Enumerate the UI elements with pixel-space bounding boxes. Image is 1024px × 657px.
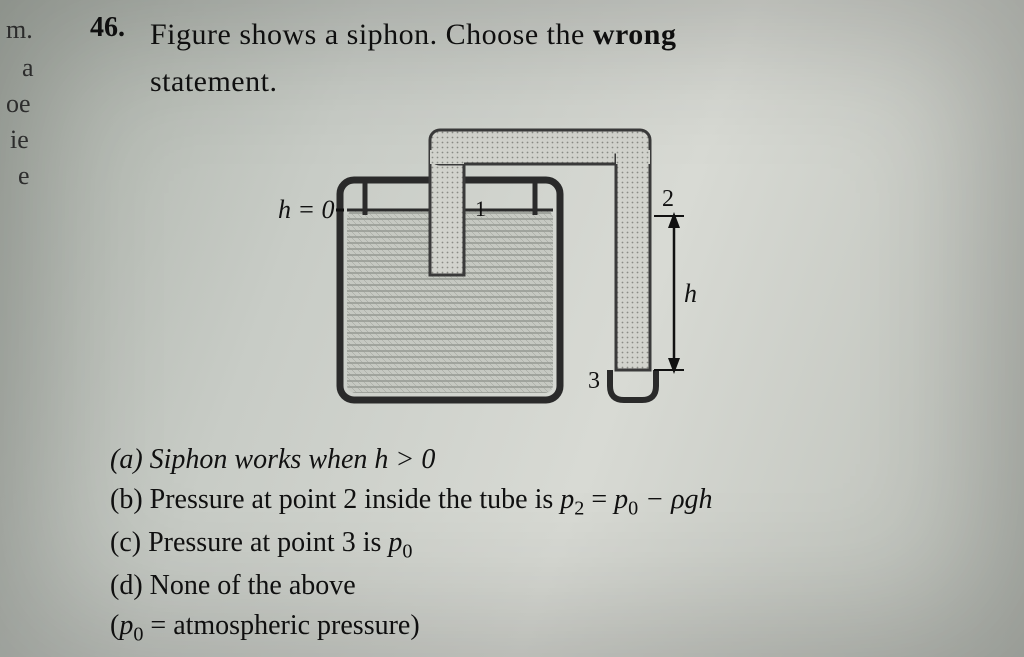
figure-label-h: h bbox=[684, 279, 697, 308]
h-arrow-up bbox=[668, 212, 680, 228]
note-pre: ( bbox=[110, 610, 119, 641]
option-b-p0-p: p bbox=[614, 484, 628, 515]
question-line2: statement. bbox=[150, 65, 277, 98]
note-0: 0 bbox=[133, 624, 143, 646]
option-b-p2-p: p bbox=[560, 484, 574, 515]
siphon-figure: 1 h = 0 2 3 h bbox=[270, 120, 750, 420]
siphon-svg: 1 h = 0 2 3 h bbox=[270, 120, 750, 420]
tube-left-leg bbox=[430, 155, 464, 275]
outlet-cup bbox=[610, 370, 656, 400]
question-text: Figure shows a siphon. Choose the wrong … bbox=[150, 12, 984, 105]
option-c-0: 0 bbox=[402, 541, 412, 563]
question-number: 46. bbox=[90, 12, 125, 44]
option-c: (c) Pressure at point 3 is p0 bbox=[110, 523, 713, 566]
option-c-p: p bbox=[388, 527, 402, 558]
figure-label-3: 3 bbox=[588, 368, 600, 394]
option-b-eq: = bbox=[584, 484, 614, 515]
option-b-p0-0: 0 bbox=[628, 497, 638, 519]
option-b-pre: (b) Pressure at point 2 inside the tube … bbox=[110, 484, 560, 515]
note-p: p bbox=[119, 610, 133, 641]
margin-e: e bbox=[18, 158, 30, 194]
margin-oe: oe bbox=[6, 86, 31, 122]
option-d: (d) None of the above bbox=[110, 566, 713, 606]
option-note: (p0 = atmospheric pressure) bbox=[110, 606, 713, 649]
option-a: (a) Siphon works when h > 0 bbox=[110, 440, 713, 480]
option-a-text: (a) Siphon works when h > 0 bbox=[110, 444, 435, 475]
margin-a: a bbox=[22, 50, 34, 86]
figure-label-h0: h = 0 bbox=[278, 195, 335, 224]
tube-right-leg bbox=[616, 155, 650, 370]
h-arrow-down bbox=[668, 358, 680, 374]
margin-ie: ie bbox=[10, 122, 29, 158]
option-c-pre: (c) Pressure at point 3 is bbox=[110, 527, 388, 558]
option-b-tail: − ρgh bbox=[638, 484, 712, 515]
margin-m: m. bbox=[6, 12, 33, 48]
options-block: (a) Siphon works when h > 0 (b) Pressure… bbox=[110, 440, 713, 649]
page: m. a oe ie e 46. Figure shows a siphon. … bbox=[0, 0, 1024, 657]
question-line1-bold: wrong bbox=[593, 18, 677, 51]
option-b: (b) Pressure at point 2 inside the tube … bbox=[110, 480, 713, 523]
question-line1-pre: Figure shows a siphon. Choose the bbox=[150, 18, 593, 51]
figure-label-1: 1 bbox=[475, 196, 486, 221]
option-d-text: (d) None of the above bbox=[110, 570, 356, 601]
option-b-p2-2: 2 bbox=[574, 497, 584, 519]
note-tail: = atmospheric pressure) bbox=[143, 610, 419, 641]
figure-label-2: 2 bbox=[662, 186, 674, 212]
